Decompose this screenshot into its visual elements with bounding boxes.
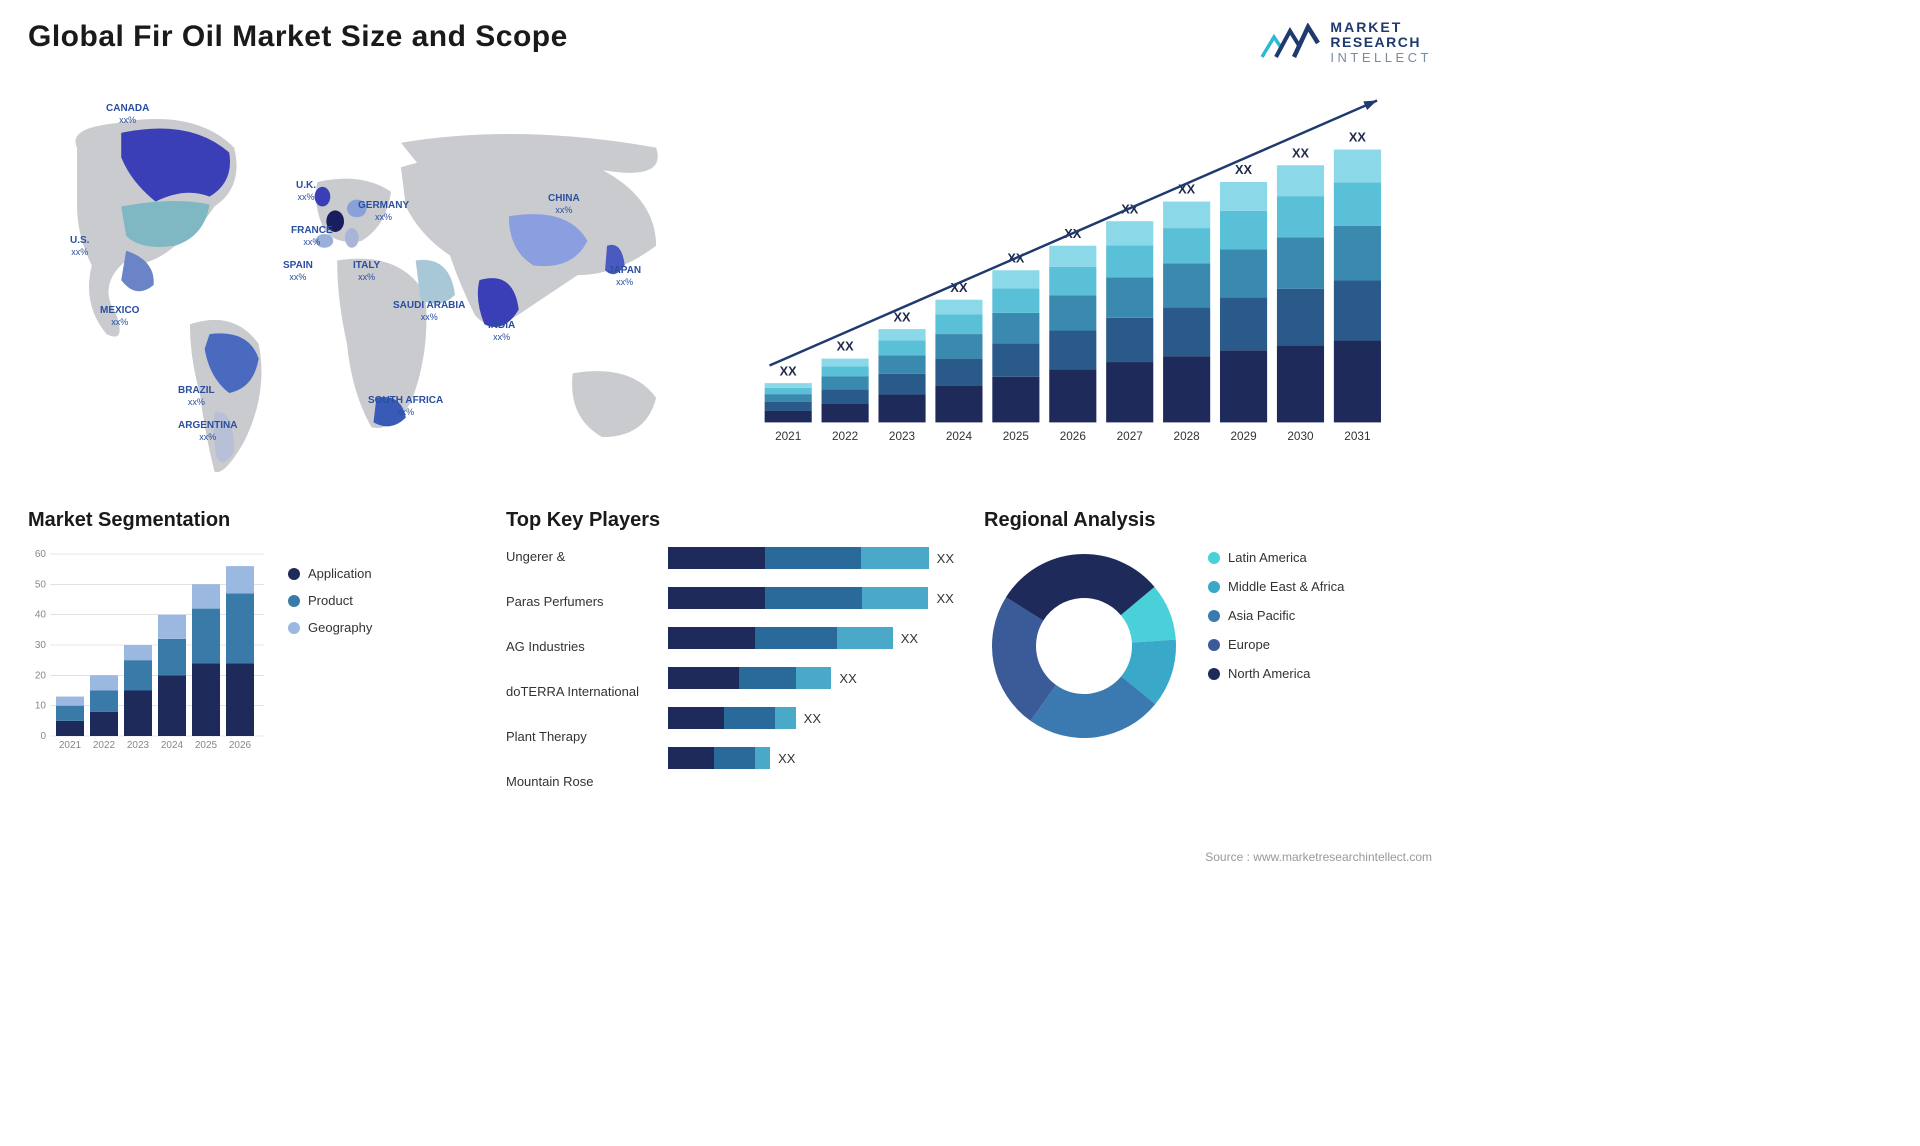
player-label: doTERRA International [506,681,656,703]
svg-text:XX: XX [1292,145,1310,160]
svg-text:10: 10 [35,701,47,712]
map-label-brazil: BRAZILxx% [178,385,215,408]
map-label-germany: GERMANYxx% [358,200,409,223]
svg-text:XX: XX [1349,130,1367,145]
svg-text:XX: XX [1235,162,1253,177]
key-players-title: Top Key Players [506,509,954,532]
segmentation-legend-item: Geography [288,620,372,635]
market-growth-chart: XX2021XX2022XX2023XX2024XX2025XX2026XX20… [745,85,1432,485]
logo-mark-icon [1260,23,1320,63]
world-map: CANADAxx% U.S.xx% MEXICOxx% BRAZILxx% ARGENT… [28,85,715,485]
player-value: XX [804,711,821,726]
map-label-mexico: MEXICOxx% [100,305,139,328]
key-players-section: Top Key Players Ungerer & Paras Perfumers… [506,509,954,802]
segmentation-section: Market Segmentation 0 10 20 30 40 50 60 2021 202… [28,509,476,802]
player-value: XX [937,551,954,566]
map-label-us: U.S.xx% [70,235,89,258]
map-label-southafrica: SOUTH AFRICAxx% [368,395,443,418]
logo-text-line2: RESEARCH [1330,35,1432,50]
key-players-labels: Ungerer & Paras Perfumers AG Industries doT… [506,546,656,802]
segmentation-legend-item: Product [288,593,372,608]
player-value: XX [839,671,856,686]
player-label: Paras Perfumers [506,591,656,613]
regional-legend-item: North America [1208,666,1344,681]
brand-logo: MARKET RESEARCH INTELLECT [1260,20,1432,65]
svg-text:XX: XX [837,339,855,354]
regional-title: Regional Analysis [984,509,1432,532]
svg-text:2025: 2025 [195,740,218,751]
map-label-argentina: ARGENTINAxx% [178,420,237,443]
regional-section: Regional Analysis Latin America Middle Ea… [984,509,1432,802]
player-bar-row: XX [668,666,954,690]
svg-text:2024: 2024 [946,430,973,443]
map-label-canada: CANADAxx% [106,103,149,126]
regional-legend-item: Asia Pacific [1208,608,1344,623]
svg-text:2026: 2026 [1060,430,1087,443]
svg-text:2022: 2022 [93,740,116,751]
map-label-china: CHINAxx% [548,193,580,216]
regional-legend-item: Latin America [1208,550,1344,565]
svg-text:2023: 2023 [127,740,150,751]
regional-legend-item: Europe [1208,637,1344,652]
player-label: Plant Therapy [506,726,656,748]
player-value: XX [936,591,953,606]
svg-text:2021: 2021 [775,430,801,443]
player-bar-row: XX [668,626,954,650]
map-label-uk: U.K.xx% [296,180,316,203]
logo-text-line1: MARKET [1330,20,1432,35]
logo-text-line3: INTELLECT [1330,51,1432,65]
svg-text:2021: 2021 [59,740,82,751]
player-label: Mountain Rose [506,771,656,793]
segmentation-legend-item: Application [288,566,372,581]
map-label-saudiarabia: SAUDI ARABIAxx% [393,300,465,323]
page-title: Global Fir Oil Market Size and Scope [28,20,568,54]
segmentation-legend: Application Product Geography [288,566,372,635]
svg-text:50: 50 [35,579,47,590]
svg-text:XX: XX [780,363,798,378]
svg-text:2024: 2024 [161,740,184,751]
player-bar-row: XX [668,586,954,610]
segmentation-title: Market Segmentation [28,509,476,532]
map-label-india: INDIAxx% [488,320,515,343]
player-bar-row: XX [668,546,954,570]
svg-text:2026: 2026 [229,740,252,751]
map-label-france: FRANCExx% [291,225,333,248]
svg-text:2028: 2028 [1174,430,1201,443]
svg-text:30: 30 [35,640,47,651]
player-bar-row: XX [668,746,954,770]
svg-text:0: 0 [40,731,46,742]
svg-text:20: 20 [35,670,47,681]
svg-text:40: 40 [35,610,47,621]
player-value: XX [778,751,795,766]
player-label: AG Industries [506,636,656,658]
svg-text:2023: 2023 [889,430,916,443]
svg-text:2030: 2030 [1287,430,1314,443]
segmentation-chart: 0 10 20 30 40 50 60 2021 2022 2023 2024 2025 2026 [28,546,268,756]
source-attribution: Source : www.marketresearchintellect.com [1205,850,1432,864]
svg-text:2025: 2025 [1003,430,1030,443]
key-players-bars: XX XX XX XX XX XX [668,546,954,802]
regional-donut-chart [984,546,1184,746]
player-value: XX [901,631,918,646]
svg-text:2029: 2029 [1230,430,1256,443]
regional-legend: Latin America Middle East & Africa Asia Pa… [1208,550,1344,681]
map-label-italy: ITALYxx% [353,260,380,283]
player-label: Ungerer & [506,546,656,568]
map-label-spain: SPAINxx% [283,260,313,283]
svg-text:2027: 2027 [1117,430,1143,443]
map-label-japan: JAPANxx% [608,265,641,288]
player-bar-row: XX [668,706,954,730]
svg-text:60: 60 [35,549,47,560]
regional-legend-item: Middle East & Africa [1208,579,1344,594]
svg-text:2022: 2022 [832,430,858,443]
svg-text:2031: 2031 [1344,430,1370,443]
